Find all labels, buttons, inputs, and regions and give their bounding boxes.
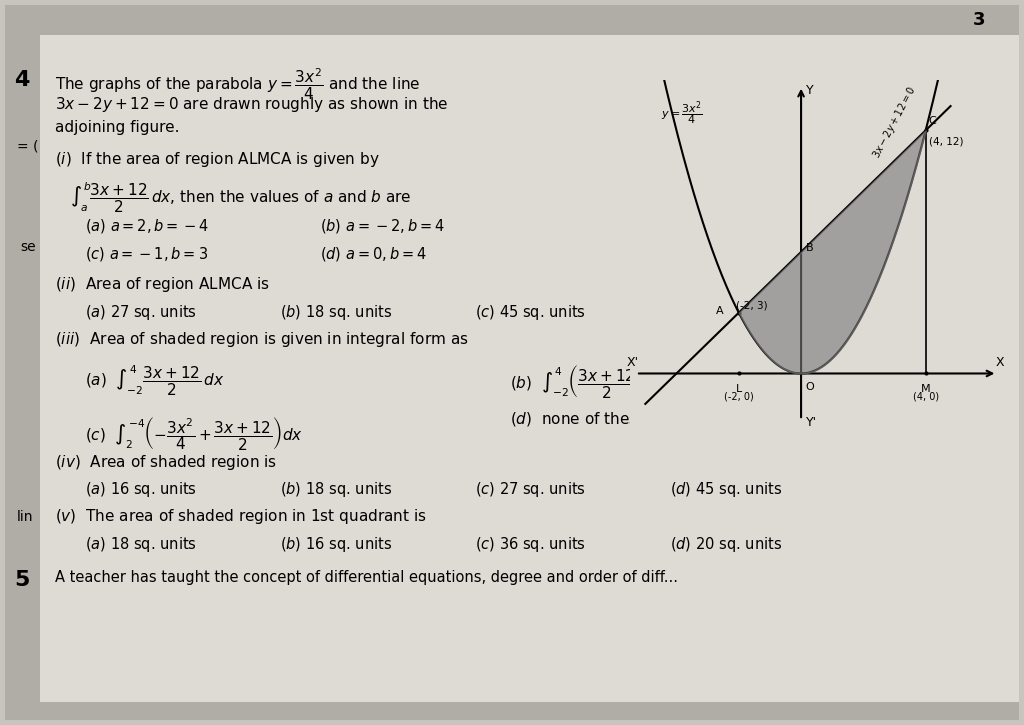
Text: = (: = ( <box>17 140 39 154</box>
Text: $3x - 2y + 12 = 0$ are drawn roughly as shown in the: $3x - 2y + 12 = 0$ are drawn roughly as … <box>55 95 449 114</box>
Text: $(iii)$  Area of shaded region is given in integral form as: $(iii)$ Area of shaded region is given i… <box>55 330 469 349</box>
Text: $(b)$  $\int_{-2}^{4} \left(\dfrac{3x+12}{2} - \dfrac{3x^2}{4}\right)dx$: $(b)$ $\int_{-2}^{4} \left(\dfrac{3x+12}… <box>510 363 715 400</box>
Text: Y: Y <box>806 84 813 97</box>
Text: se: se <box>20 240 36 254</box>
Text: (4, 12): (4, 12) <box>929 136 964 146</box>
Text: $(a)$  $\int_{-2}^{4} \dfrac{3x+12}{2}\,dx$: $(a)$ $\int_{-2}^{4} \dfrac{3x+12}{2}\,d… <box>85 363 224 398</box>
Text: $(c)$ 36 sq. units: $(c)$ 36 sq. units <box>475 535 586 554</box>
Text: $(b)$ 18 sq. units: $(b)$ 18 sq. units <box>280 303 392 322</box>
Text: (4, 0): (4, 0) <box>912 392 939 402</box>
Text: O: O <box>806 381 814 392</box>
Text: $(b)$ $a = -2, b = 4$: $(b)$ $a = -2, b = 4$ <box>319 217 444 235</box>
Text: (-2, 3): (-2, 3) <box>735 301 767 311</box>
Text: X: X <box>996 357 1005 370</box>
Text: C: C <box>929 116 937 126</box>
Text: lin: lin <box>16 510 33 524</box>
Text: 4: 4 <box>14 70 30 90</box>
Bar <box>5 5 1019 35</box>
Text: L: L <box>735 384 742 394</box>
Text: $(c)$ $a = -1, b = 3$: $(c)$ $a = -1, b = 3$ <box>85 245 208 263</box>
Bar <box>5 35 40 720</box>
Text: The graphs of the parabola $y = \dfrac{3x^2}{4}$ and the line: The graphs of the parabola $y = \dfrac{3… <box>55 67 421 102</box>
Text: $(i)$  If the area of region ALMCA is given by: $(i)$ If the area of region ALMCA is giv… <box>55 150 380 169</box>
Text: $(d)$ 45 sq. units: $(d)$ 45 sq. units <box>670 480 782 499</box>
Text: $(d)$ 20 sq. units: $(d)$ 20 sq. units <box>670 535 782 554</box>
Text: $(iv)$  Area of shaded region is: $(iv)$ Area of shaded region is <box>55 453 278 472</box>
Text: $(a)$ 16 sq. units: $(a)$ 16 sq. units <box>85 480 197 499</box>
Text: $3x-2y+12=0$: $3x-2y+12=0$ <box>869 84 920 161</box>
Text: 3: 3 <box>973 11 985 29</box>
Text: B: B <box>806 243 813 253</box>
Text: $(b)$ 18 sq. units: $(b)$ 18 sq. units <box>280 480 392 499</box>
Text: A: A <box>716 306 723 315</box>
Text: $(d)$ 16 sq. units: $(d)$ 16 sq. units <box>670 303 782 322</box>
Text: $(d)$  none of these: $(d)$ none of these <box>510 410 647 428</box>
Text: Y': Y' <box>806 416 817 429</box>
Text: X': X' <box>627 357 639 370</box>
Text: $(ii)$  Area of region ALMCA is: $(ii)$ Area of region ALMCA is <box>55 275 269 294</box>
Text: 5: 5 <box>14 570 30 590</box>
Text: $(v)$  The area of shaded region in 1st quadrant is: $(v)$ The area of shaded region in 1st q… <box>55 507 427 526</box>
Text: $(a)$ 27 sq. units: $(a)$ 27 sq. units <box>85 303 197 322</box>
Text: adjoining figure.: adjoining figure. <box>55 120 179 135</box>
Text: $(c)$  $\int_{2}^{-4} \left(-\dfrac{3x^2}{4} + \dfrac{3x+12}{2}\right)dx$: $(c)$ $\int_{2}^{-4} \left(-\dfrac{3x^2}… <box>85 415 303 452</box>
Text: $y = \dfrac{3x^2}{4}$: $y = \dfrac{3x^2}{4}$ <box>660 100 702 128</box>
Text: $(a)$ $a = 2, b = -4$: $(a)$ $a = 2, b = -4$ <box>85 217 209 235</box>
Text: (-2, 0): (-2, 0) <box>724 392 754 402</box>
Text: $(d)$ $a = 0, b = 4$: $(d)$ $a = 0, b = 4$ <box>319 245 427 263</box>
Text: A teacher has taught the concept of differential equations, degree and order of : A teacher has taught the concept of diff… <box>55 570 678 585</box>
Bar <box>5 702 1019 720</box>
Text: $(a)$ 18 sq. units: $(a)$ 18 sq. units <box>85 535 197 554</box>
Text: $\int_{a}^{b} \dfrac{3x+12}{2}\,dx$, then the values of $a$ and $b$ are: $\int_{a}^{b} \dfrac{3x+12}{2}\,dx$, the… <box>70 180 412 215</box>
Text: $(c)$ 27 sq. units: $(c)$ 27 sq. units <box>475 480 586 499</box>
Text: $(b)$ 16 sq. units: $(b)$ 16 sq. units <box>280 535 392 554</box>
Text: M: M <box>921 384 931 394</box>
Text: $(c)$ 45 sq. units: $(c)$ 45 sq. units <box>475 303 586 322</box>
